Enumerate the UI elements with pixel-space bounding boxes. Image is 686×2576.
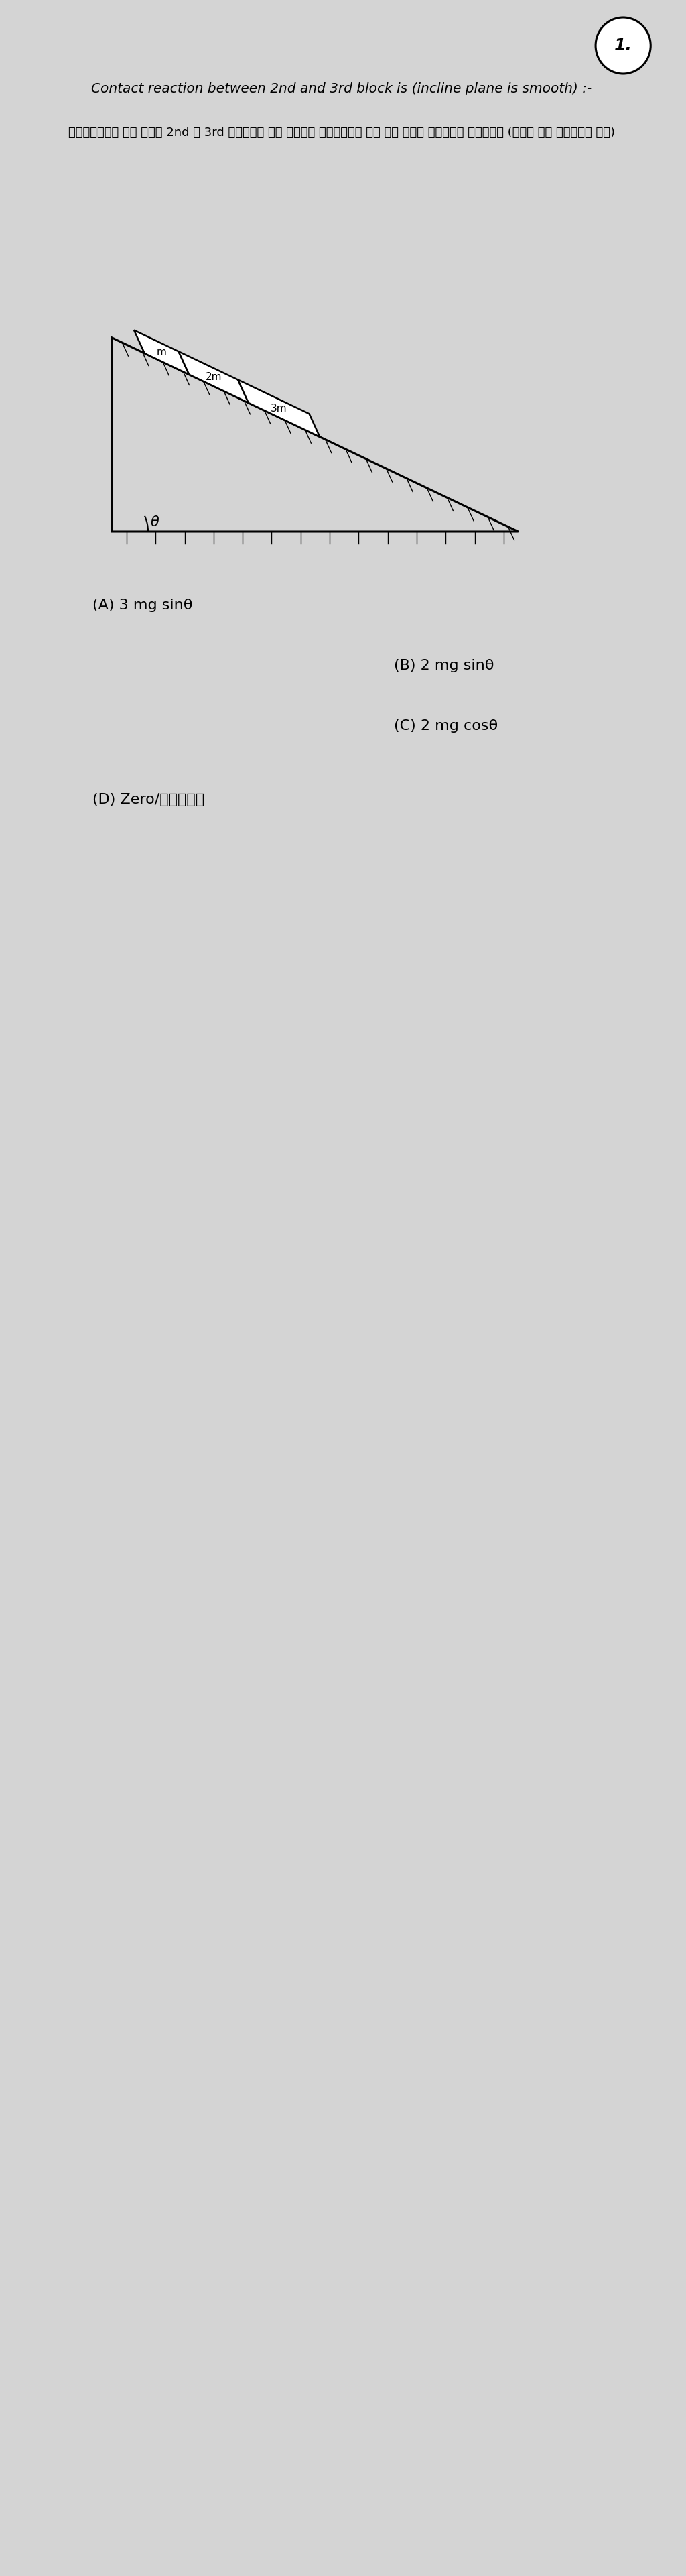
Text: m: m (156, 348, 167, 358)
Text: (B) 2 mg sinθ: (B) 2 mg sinθ (394, 659, 494, 672)
Text: 3m: 3m (270, 404, 287, 412)
Text: 1.: 1. (614, 39, 632, 54)
Text: पर्वतीय तल में 2nd व 3rd गुटके के मध्य संपर्क बल का मान ज्ञात करें। (अनत तल चिकन: पर्वतीय तल में 2nd व 3rd गुटके के मध्य स… (68, 126, 615, 139)
Polygon shape (134, 330, 189, 374)
Circle shape (595, 18, 650, 75)
Text: (A) 3 mg sinθ: (A) 3 mg sinθ (93, 598, 193, 613)
Text: Contact reaction between 2nd and 3rd block is (incline plane is smooth) :-: Contact reaction between 2nd and 3rd blo… (91, 82, 591, 95)
Polygon shape (178, 350, 248, 402)
Polygon shape (238, 379, 320, 438)
Text: (D) Zero/शून्य: (D) Zero/शून्य (93, 793, 204, 806)
Text: θ: θ (151, 515, 159, 528)
Text: 2m: 2m (205, 371, 222, 381)
Text: (C) 2 mg cosθ: (C) 2 mg cosθ (394, 719, 498, 732)
